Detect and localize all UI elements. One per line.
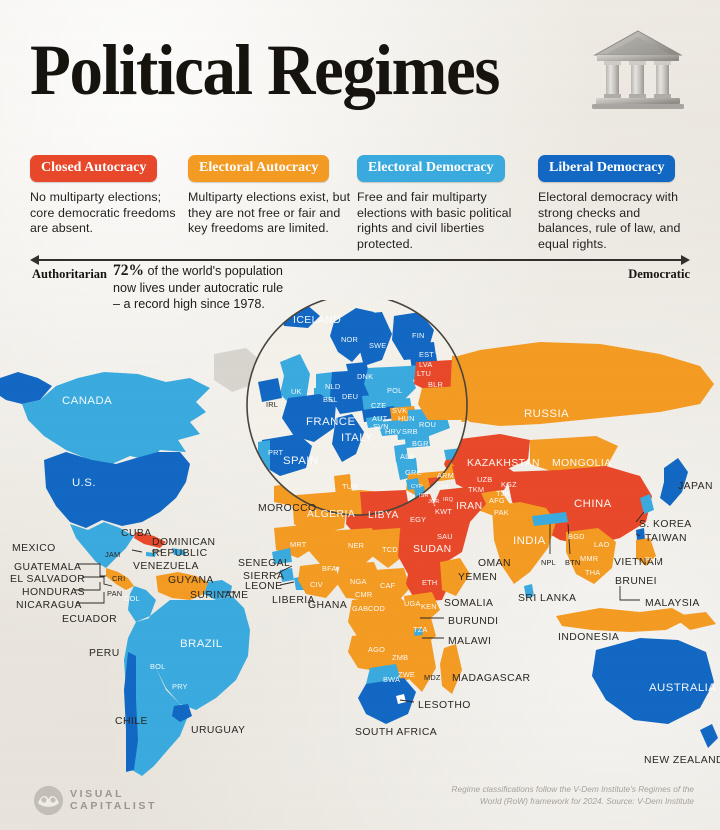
world-map: CANADA U.S. MEXICO CUBA JAM DOMINICAN REPUBLIC… <box>0 300 720 780</box>
country-brazil <box>144 596 250 710</box>
country-russia <box>436 342 714 426</box>
country-andes-south <box>124 618 188 776</box>
spectrum-label-authoritarian: Authoritarian <box>32 267 107 281</box>
country-jamaica <box>146 552 156 557</box>
logo-line2: CAPITALIST <box>70 799 158 812</box>
legend-badge-liberal-democracy: Liberal Democracy <box>538 155 676 182</box>
inset-ireland <box>258 378 282 402</box>
country-australia <box>592 638 714 724</box>
legend-item-electoral-democracy: Electoral Democracy Free and fair multip… <box>357 155 535 252</box>
legend-badge-electoral-autocracy: Electoral Autocracy <box>188 155 330 182</box>
country-chad <box>372 528 406 568</box>
country-south-africa <box>358 678 416 724</box>
country-indonesia <box>556 608 690 632</box>
country-mali-niger <box>308 528 380 568</box>
legend-badge-closed-autocracy: Closed Autocracy <box>30 155 158 182</box>
country-canada <box>22 372 210 464</box>
country-usa-alaska <box>0 372 52 404</box>
inset-uk <box>280 354 310 406</box>
inset-spain <box>260 434 312 476</box>
logo-line1: VISUAL <box>70 788 125 800</box>
country-guyana-suriname <box>204 580 232 600</box>
country-colombia <box>128 586 156 622</box>
legend-desc-electoral-autocracy: Multiparty elections exist, but they are… <box>188 190 351 236</box>
inset-netherlands <box>316 372 334 390</box>
stat-percent: 72% <box>113 262 144 279</box>
country-philippines <box>636 538 656 566</box>
inset-italy <box>332 414 364 462</box>
country-senegal <box>272 548 292 564</box>
arrow-left-icon <box>30 254 39 265</box>
inset-france <box>282 394 336 442</box>
country-venezuela <box>156 572 208 600</box>
country-sri-lanka <box>524 584 534 598</box>
country-cuba <box>134 532 166 548</box>
country-lesotho <box>396 694 406 704</box>
country-taiwan <box>636 528 645 540</box>
page-title: Political Regimes <box>30 30 500 110</box>
country-png <box>672 612 716 630</box>
country-seasia <box>566 528 616 584</box>
arrow-right-icon <box>681 254 690 265</box>
country-egypt <box>396 494 438 538</box>
stat-line1: of the world's population <box>144 264 283 278</box>
country-usa <box>44 452 190 528</box>
country-cameroon-car <box>366 568 410 606</box>
country-dominican-republic <box>172 548 186 555</box>
legend-item-electoral-autocracy: Electoral Autocracy Multiparty elections… <box>188 155 356 237</box>
inset-cyprus <box>406 478 420 490</box>
country-korea <box>640 494 654 514</box>
country-central-america <box>106 568 134 590</box>
country-burundi <box>404 608 416 620</box>
country-ethiopia <box>406 560 452 602</box>
inset-poland <box>364 366 416 404</box>
legend-desc-closed-autocracy: No multiparty elections; core democratic… <box>30 190 176 236</box>
stat-line2: now lives under autocratic rule <box>113 281 284 295</box>
country-somalia <box>440 558 470 596</box>
legend-desc-liberal-democracy: Electoral democracy with strong checks a… <box>538 190 681 251</box>
legend-item-closed-autocracy: Closed Autocracy No multiparty elections… <box>30 155 180 237</box>
country-india <box>492 502 556 584</box>
country-nepal-bhutan <box>532 512 568 526</box>
inset-sweden <box>358 312 392 366</box>
country-central-asia <box>452 460 514 494</box>
world-map-svg <box>0 300 718 776</box>
key-statistic: 72% of the world's population now lives … <box>113 262 343 312</box>
country-uruguay <box>172 704 192 722</box>
inset-estonia <box>410 342 436 358</box>
leader-lines <box>74 511 645 703</box>
bank-building-icon <box>592 28 684 110</box>
europe-inset-content <box>247 300 467 515</box>
spectrum-line <box>38 259 682 261</box>
legend-desc-electoral-democracy: Free and fair multiparty elections with … <box>357 190 512 251</box>
spectrum-label-democratic: Democratic <box>628 267 690 281</box>
legend-badge-electoral-democracy: Electoral Democracy <box>357 155 505 182</box>
inset-tunisia <box>334 474 352 496</box>
country-pakistan <box>476 490 510 516</box>
inset-germany <box>330 370 372 414</box>
country-sierra-leone <box>280 568 294 582</box>
header: Political Regimes <box>0 0 720 145</box>
stat-line3: – a record high since 1978. <box>113 297 265 312</box>
source-line2: World (RoW) framework for 2024. Source: … <box>479 795 694 806</box>
inset-circle-border <box>246 300 468 516</box>
visual-capitalist-logo-icon <box>34 786 63 815</box>
footer: VISUAL CAPITALIST Regime classifications… <box>0 780 720 830</box>
source-note: Regime classifications follow the V-Dem … <box>394 784 694 807</box>
country-new-zealand <box>700 724 718 748</box>
source-line1: Regime classifications follow the V-Dem … <box>451 784 694 794</box>
legend-item-liberal-democracy: Liberal Democracy Electoral democracy wi… <box>538 155 696 252</box>
inset-albania <box>394 444 408 462</box>
country-mongolia <box>530 436 618 474</box>
inset-belarus <box>414 360 460 394</box>
country-mozambique <box>410 634 436 692</box>
country-mexico <box>70 522 134 568</box>
country-ghana-civ <box>298 562 340 598</box>
visual-capitalist-logo[interactable]: VISUAL CAPITALIST <box>34 786 157 815</box>
country-chile <box>124 652 138 772</box>
spectrum-axis: Authoritarian Democratic <box>30 253 690 281</box>
country-japan <box>660 458 688 506</box>
country-madagascar <box>440 644 462 694</box>
